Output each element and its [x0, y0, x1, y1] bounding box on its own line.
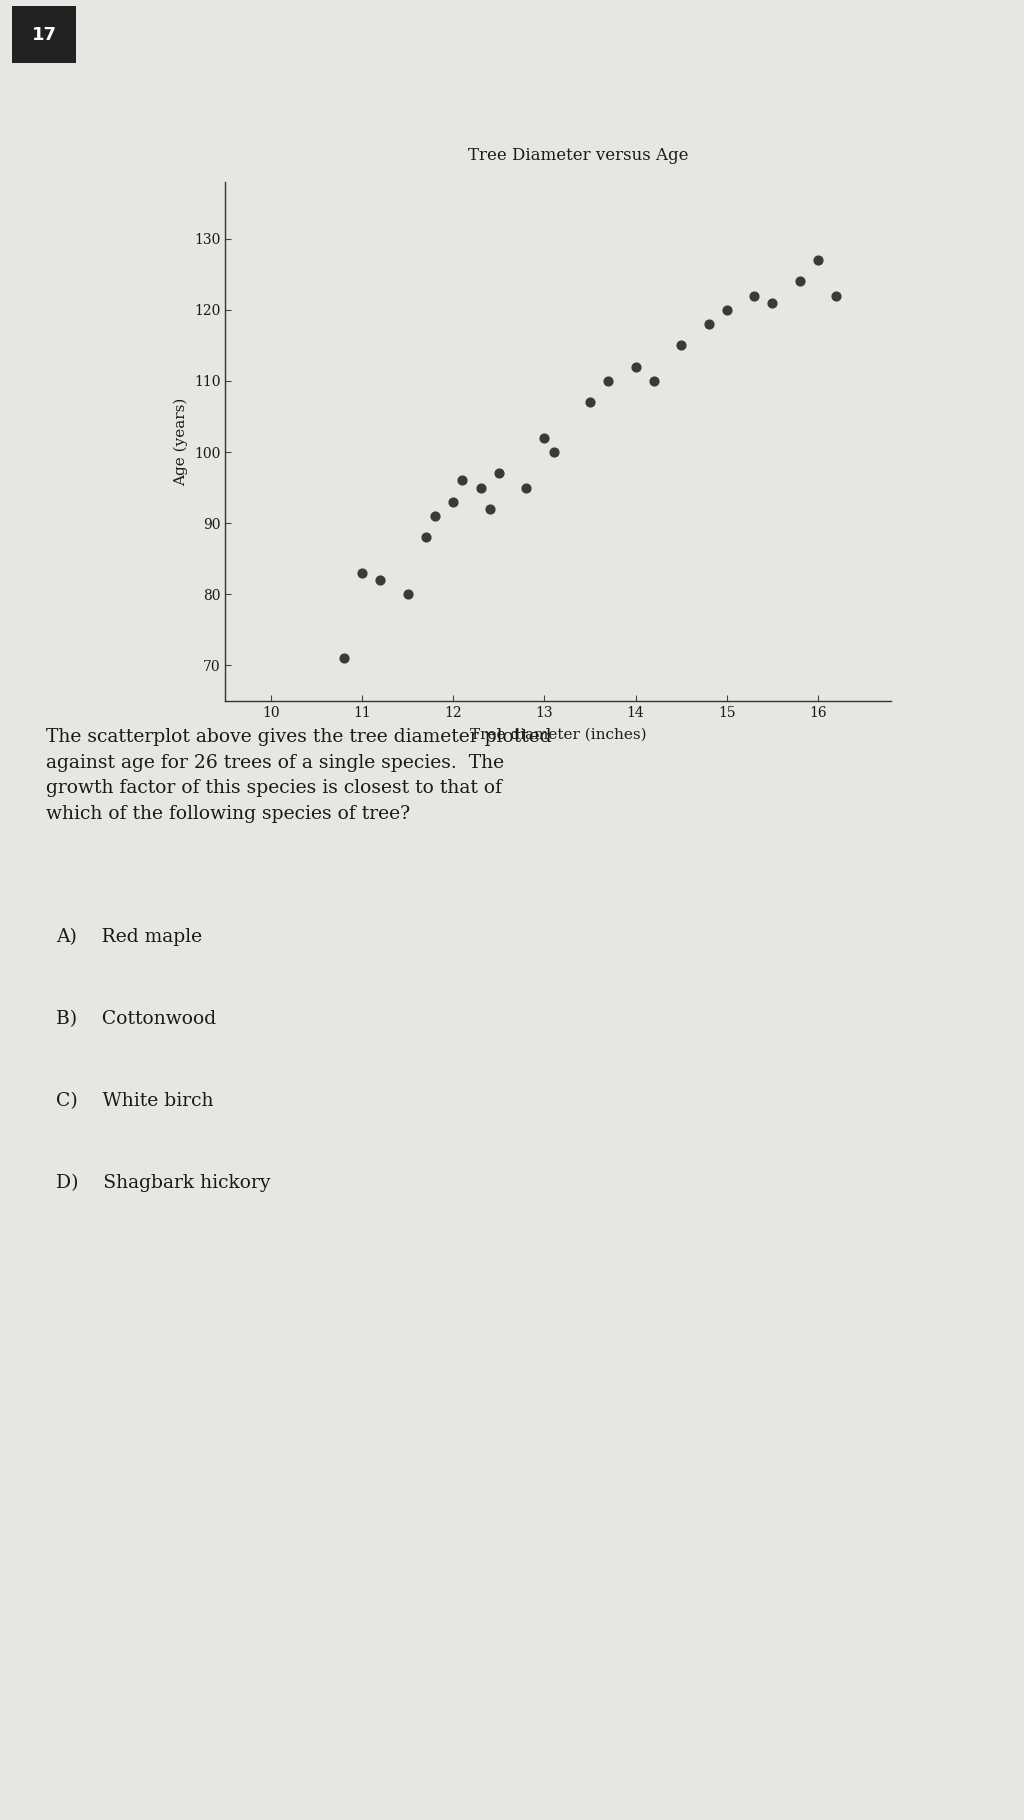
Point — [518, 473, 535, 502]
Point — [792, 268, 808, 297]
Text: A)  Red maple: A) Red maple — [56, 928, 203, 946]
Point — [418, 522, 434, 551]
Point — [645, 366, 662, 395]
Point — [354, 559, 371, 588]
Point — [472, 473, 488, 502]
Text: 17: 17 — [32, 25, 56, 44]
Point — [455, 466, 471, 495]
Point — [481, 495, 498, 524]
Point — [600, 366, 616, 395]
Point — [628, 353, 644, 382]
Point — [372, 566, 388, 595]
Point — [445, 488, 462, 517]
Point — [745, 280, 762, 309]
Point — [537, 424, 553, 453]
Point — [582, 388, 598, 417]
Y-axis label: Age (years): Age (years) — [174, 397, 188, 486]
Text: D)  Shagbark hickory: D) Shagbark hickory — [56, 1174, 270, 1192]
Point — [673, 331, 689, 360]
Point — [719, 295, 735, 324]
FancyBboxPatch shape — [12, 5, 76, 64]
Text: B)  Cottonwood: B) Cottonwood — [56, 1010, 216, 1028]
Point — [490, 459, 507, 488]
Text: The scatterplot above gives the tree diameter plotted
against age for 26 trees o: The scatterplot above gives the tree dia… — [46, 728, 552, 823]
Point — [427, 501, 443, 530]
Point — [336, 644, 352, 673]
Point — [810, 246, 826, 275]
Point — [399, 579, 416, 608]
Point — [764, 288, 780, 317]
X-axis label: Tree diameter (inches): Tree diameter (inches) — [470, 728, 646, 743]
Point — [700, 309, 717, 339]
Point — [546, 437, 562, 466]
Text: Tree Diameter versus Age: Tree Diameter versus Age — [468, 147, 689, 164]
Point — [828, 280, 845, 309]
Text: C)  White birch: C) White birch — [56, 1092, 214, 1110]
